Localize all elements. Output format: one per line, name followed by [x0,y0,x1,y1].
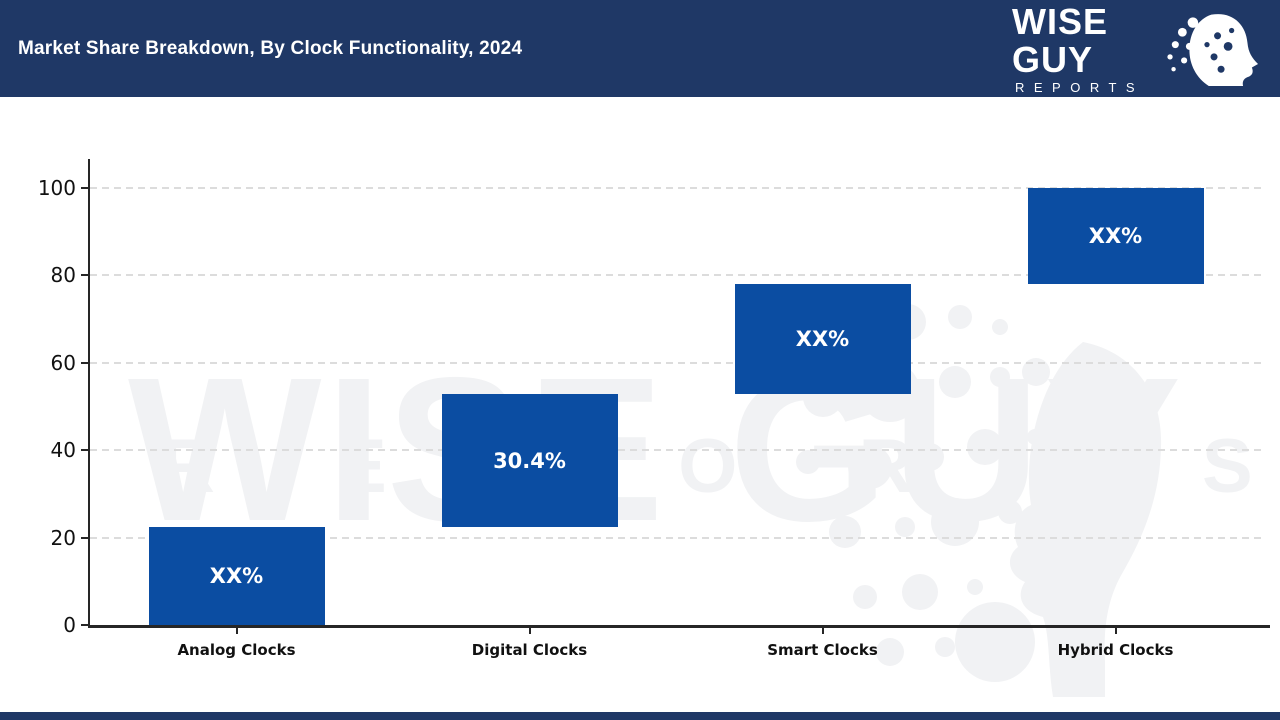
x-axis-category-label: Digital Clocks [471,641,588,659]
x-axis-tick [1114,627,1117,634]
y-gridline [90,186,1262,189]
y-axis-tick [81,536,90,539]
bar-value-label: 30.4% [493,448,566,473]
y-gridline [90,536,1262,539]
y-axis-tick-label: 20 [50,525,76,550]
y-axis-tick-label: 60 [50,350,76,375]
wiseguy-logo: WISE GUY REPORTS [1012,2,1262,95]
y-axis-tick-label: 80 [50,263,76,287]
footer-band [0,712,1280,720]
y-gridline [90,361,1262,364]
y-axis-tick-label: 100 [37,175,76,200]
x-axis-tick [528,627,531,634]
y-axis-line [88,159,91,627]
logo-subtitle: REPORTS [1015,80,1145,96]
bar-segment-hybrid-clocks: XX% [1027,187,1204,284]
chart-plot-area: 0 20 40 60 80 100 XX% Analog Clocks 30.4% Digital… [0,97,1280,712]
page-title: Market Share Breakdown, By Clock Functio… [18,37,523,59]
x-axis-category-label: Smart Clocks [767,641,878,659]
y-axis-tick [81,361,90,364]
wiseguy-logo-text: WISE GUY REPORTS [1012,0,1177,96]
bar-segment-digital-clocks: 30.4% [441,394,618,528]
y-gridline [90,274,1262,276]
y-axis-tick [81,274,90,276]
bar-segment-smart-clocks: XX% [734,283,911,395]
x-axis-tick [235,627,238,634]
x-axis-tick [821,627,824,634]
y-axis-tick [81,624,90,626]
y-gridline [90,449,1262,451]
x-axis-category-label: Hybrid Clocks [1057,641,1174,659]
bar-segment-analog-clocks: XX% [148,527,325,625]
logo-wordmark: WISE GUY [1012,0,1109,80]
bar-value-label: XX% [795,327,850,352]
y-axis-tick [81,186,90,189]
wiseguy-face-icon [1167,14,1259,86]
y-axis-tick [81,449,90,451]
bar-value-label: XX% [209,564,264,589]
y-axis-tick-label: 0 [63,613,76,637]
x-axis-category-label: Analog Clocks [177,641,296,659]
y-axis-tick-label: 40 [50,438,76,462]
header-band: Market Share Breakdown, By Clock Functio… [0,0,1280,97]
x-axis-line [88,625,1270,628]
bar-value-label: XX% [1088,223,1143,248]
